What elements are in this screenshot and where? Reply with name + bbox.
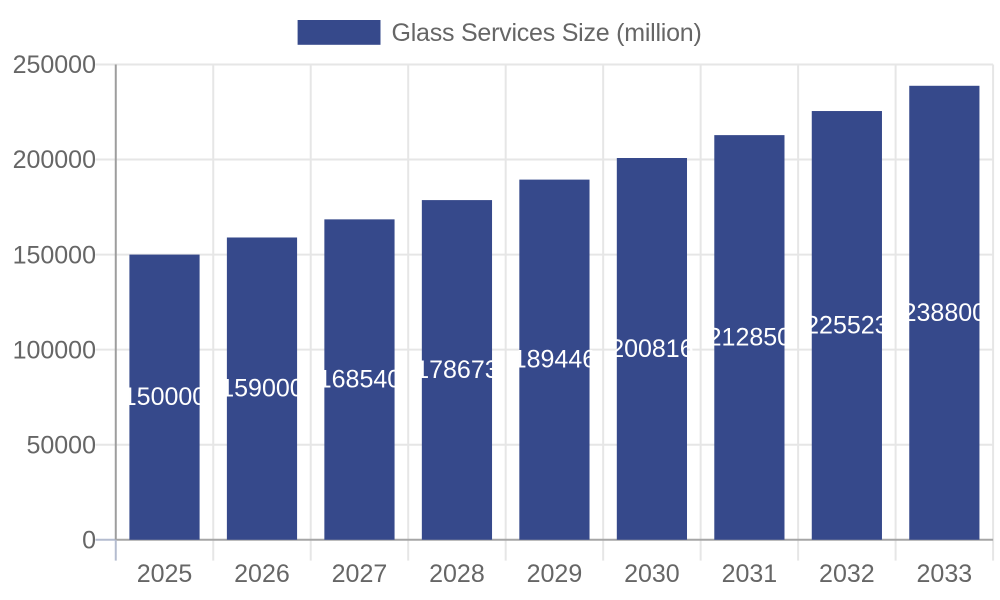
svg-text:2025: 2025 bbox=[137, 560, 193, 588]
svg-text:2029: 2029 bbox=[527, 560, 583, 588]
svg-text:2028: 2028 bbox=[429, 560, 485, 588]
svg-text:200000: 200000 bbox=[13, 146, 96, 174]
svg-text:2032: 2032 bbox=[819, 560, 875, 588]
svg-text:150000: 150000 bbox=[13, 241, 96, 269]
svg-text:0: 0 bbox=[82, 526, 96, 554]
svg-text:2027: 2027 bbox=[332, 560, 388, 588]
svg-text:250000: 250000 bbox=[13, 51, 96, 79]
svg-text:150000: 150000 bbox=[123, 383, 206, 411]
svg-text:Glass Services Size (million): Glass Services Size (million) bbox=[392, 19, 702, 47]
svg-text:225523: 225523 bbox=[805, 311, 888, 339]
svg-text:159000: 159000 bbox=[220, 375, 303, 403]
svg-text:2026: 2026 bbox=[234, 560, 290, 588]
svg-text:168540: 168540 bbox=[318, 366, 401, 394]
svg-text:100000: 100000 bbox=[13, 336, 96, 364]
svg-text:2030: 2030 bbox=[624, 560, 680, 588]
svg-text:2033: 2033 bbox=[917, 560, 973, 588]
svg-text:2031: 2031 bbox=[722, 560, 778, 588]
svg-text:50000: 50000 bbox=[26, 431, 96, 459]
svg-text:238800: 238800 bbox=[903, 299, 986, 327]
svg-text:200816: 200816 bbox=[610, 335, 693, 363]
svg-text:189446: 189446 bbox=[513, 346, 596, 374]
svg-text:212850: 212850 bbox=[708, 323, 791, 351]
svg-text:178673: 178673 bbox=[415, 356, 498, 384]
